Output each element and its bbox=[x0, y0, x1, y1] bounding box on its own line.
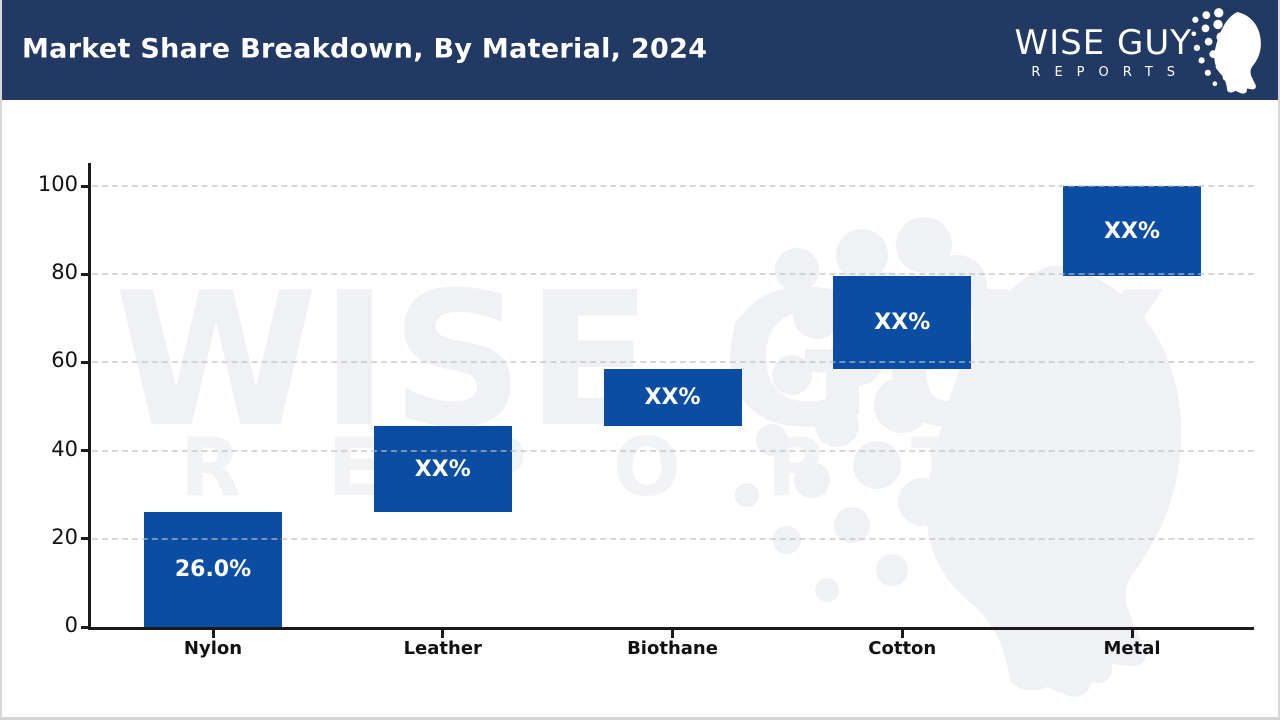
x-tick-mark bbox=[671, 630, 674, 638]
bar-value-label: XX% bbox=[1104, 218, 1160, 244]
y-tick-mark bbox=[81, 537, 90, 541]
x-tick-mark bbox=[1130, 630, 1134, 638]
y-tick-label: 20 bbox=[51, 524, 78, 549]
x-tick-label: Metal bbox=[1103, 638, 1161, 659]
y-axis-line bbox=[88, 163, 91, 630]
y-gridline bbox=[92, 449, 1254, 452]
x-tick-mark bbox=[211, 630, 215, 638]
brand-logo-text: WISE GUY REPORTS bbox=[1014, 23, 1192, 80]
bar-value-label: XX% bbox=[414, 456, 471, 482]
x-tick-label: Nylon bbox=[183, 638, 243, 659]
bar-value-label: XX% bbox=[644, 385, 701, 411]
logo-face-icon bbox=[1191, 8, 1261, 94]
y-tick-label: 100 bbox=[37, 172, 78, 196]
y-tick-label: 0 bbox=[64, 613, 78, 637]
y-gridline bbox=[92, 537, 1254, 540]
waterfall-bar: 26.0% bbox=[144, 512, 282, 627]
waterfall-bar: XX% bbox=[1063, 186, 1201, 277]
y-tick-mark bbox=[81, 184, 90, 188]
bar-value-label: 26.0% bbox=[174, 557, 252, 583]
brand-logo: WISE GUY REPORTS bbox=[1014, 6, 1264, 96]
header-bar: Market Share Breakdown, By Material, 202… bbox=[2, 0, 1278, 100]
chart-title: Market Share Breakdown, By Material, 202… bbox=[22, 33, 708, 65]
y-tick-mark bbox=[81, 625, 90, 629]
x-tick-mark bbox=[441, 630, 445, 638]
waterfall-bar: XX% bbox=[373, 426, 512, 513]
x-tick-mark bbox=[900, 630, 904, 638]
brand-wordmark: WISE GUY bbox=[1014, 22, 1192, 63]
x-tick-label: Cotton bbox=[868, 638, 937, 659]
y-tick-mark bbox=[81, 272, 90, 276]
y-tick-label: 80 bbox=[51, 260, 78, 285]
brand-subtitle: REPORTS bbox=[1031, 64, 1190, 80]
y-gridline bbox=[92, 185, 1254, 187]
waterfall-bar: XX% bbox=[603, 369, 742, 427]
y-gridline bbox=[92, 361, 1254, 364]
y-tick-label: 60 bbox=[51, 348, 78, 373]
bar-value-label: XX% bbox=[874, 310, 931, 336]
waterfall-bar: XX% bbox=[833, 276, 972, 369]
y-gridline bbox=[92, 273, 1254, 276]
y-tick-mark bbox=[81, 449, 90, 453]
y-tick-mark bbox=[81, 360, 90, 364]
x-tick-label: Biothane bbox=[627, 638, 718, 659]
x-tick-label: Leather bbox=[403, 638, 482, 659]
y-tick-label: 40 bbox=[51, 436, 78, 461]
x-axis-line bbox=[88, 627, 1254, 630]
